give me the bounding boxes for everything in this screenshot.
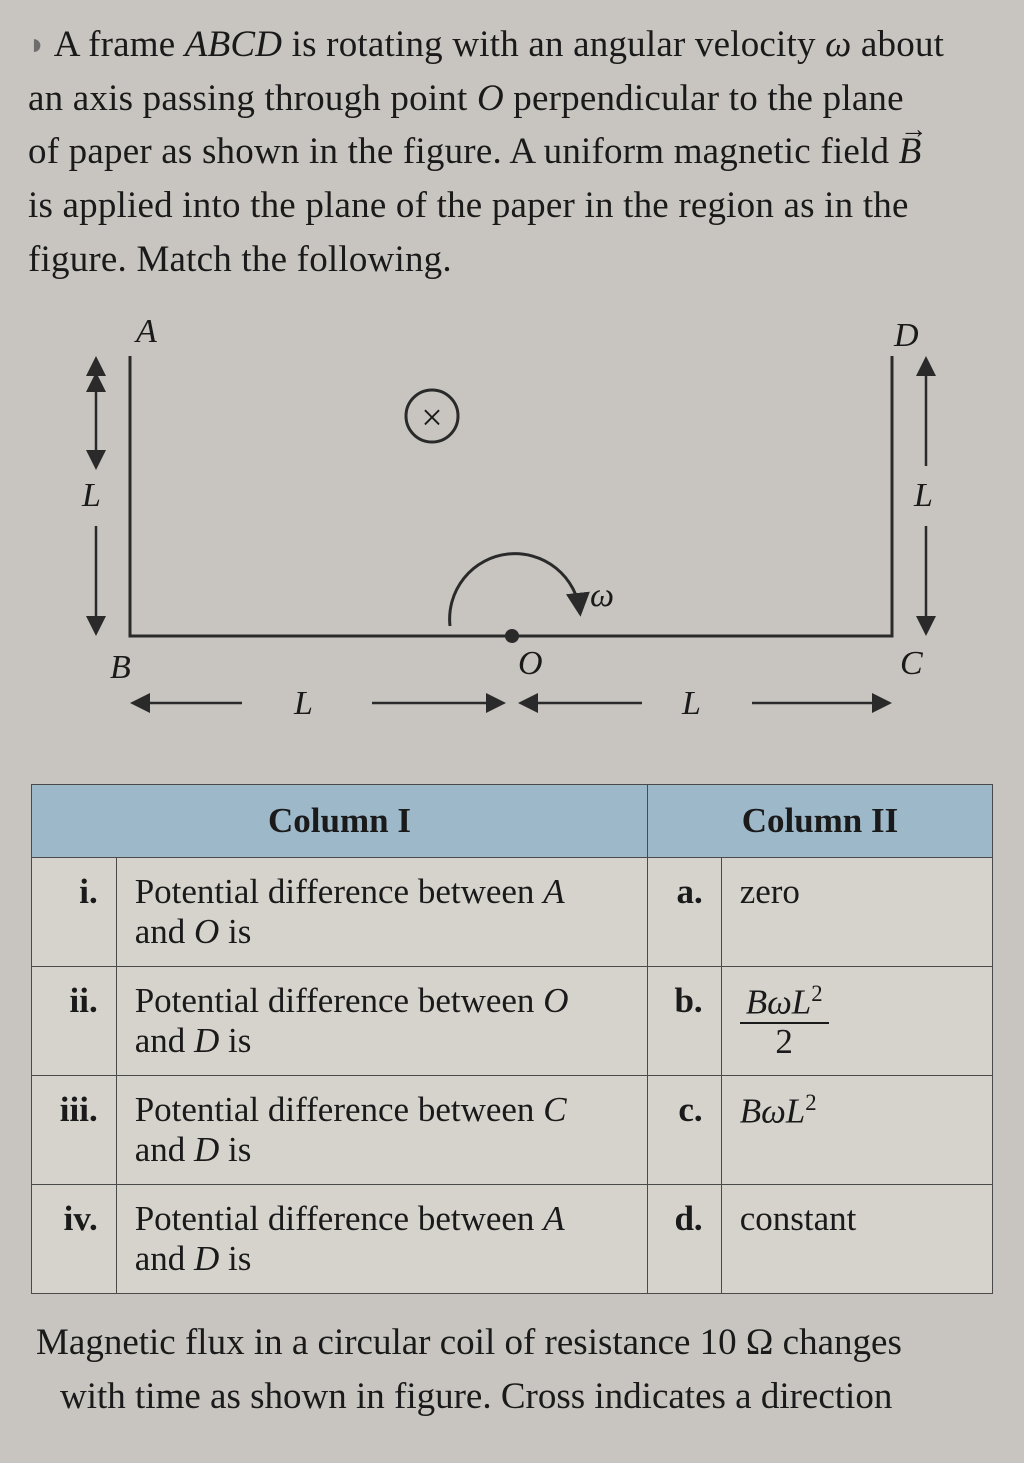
column-2-text: BωL2 2 <box>721 967 992 1076</box>
table-row: ii. Potential difference between O and D… <box>32 967 993 1076</box>
column-1-text: Potential difference between C and D is <box>116 1076 647 1185</box>
next-question-fragment: Magnetic flux in a circular coil of resi… <box>36 1316 988 1423</box>
table-header-row: Column I Column II <box>32 785 993 858</box>
column-2-text: zero <box>721 858 992 967</box>
svg-text:L: L <box>293 685 313 722</box>
svg-text:L: L <box>913 477 933 514</box>
table-row: iv. Potential difference between A and D… <box>32 1185 993 1294</box>
row-numeral: iii. <box>32 1076 117 1185</box>
table-row: i. Potential difference between A and O … <box>32 858 993 967</box>
bullet-icon: ◗ <box>28 28 46 61</box>
option-letter: b. <box>647 967 721 1076</box>
diagram-figure: × ω O A B C D L L L L <box>32 296 992 766</box>
row-numeral: i. <box>32 858 117 967</box>
column-1-header: Column I <box>32 785 648 858</box>
table-row: iii. Potential difference between C and … <box>32 1076 993 1185</box>
column-2-header: Column II <box>647 785 992 858</box>
svg-text:C: C <box>900 645 923 682</box>
svg-text:D: D <box>893 317 919 354</box>
column-1-text: Potential difference between A and O is <box>116 858 647 967</box>
column-2-text: BωL2 <box>721 1076 992 1185</box>
match-table: Column I Column II i. Potential differen… <box>31 784 993 1294</box>
svg-text:L: L <box>681 685 701 722</box>
svg-text:A: A <box>134 313 157 350</box>
option-letter: d. <box>647 1185 721 1294</box>
column-1-text: Potential difference between O and D is <box>116 967 647 1076</box>
svg-text:B: B <box>110 649 131 686</box>
option-letter: c. <box>647 1076 721 1185</box>
svg-text:O: O <box>518 645 543 682</box>
option-letter: a. <box>647 858 721 967</box>
svg-text:×: × <box>421 397 442 439</box>
column-1-text: Potential difference between A and D is <box>116 1185 647 1294</box>
svg-text:ω: ω <box>590 577 614 614</box>
row-numeral: iv. <box>32 1185 117 1294</box>
svg-text:L: L <box>81 477 101 514</box>
question-text: ◗ A frame ABCD is rotating with an angul… <box>28 18 996 286</box>
column-2-text: constant <box>721 1185 992 1294</box>
row-numeral: ii. <box>32 967 117 1076</box>
